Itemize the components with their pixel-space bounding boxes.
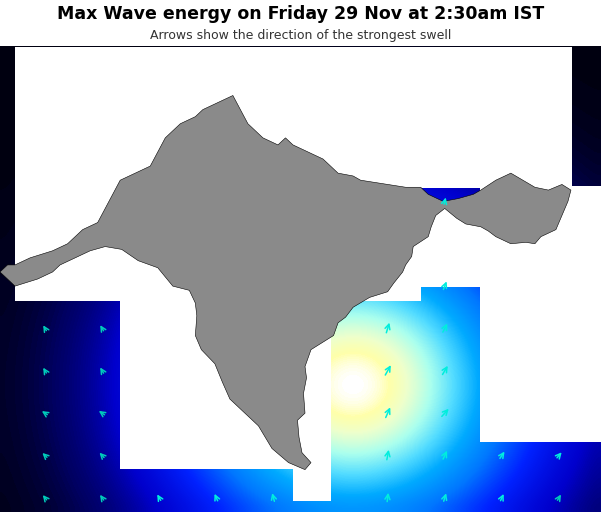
Text: Max Wave energy on Friday 29 Nov at 2:30am IST: Max Wave energy on Friday 29 Nov at 2:30… [57, 5, 544, 23]
Polygon shape [0, 96, 571, 470]
Text: Arrows show the direction of the strongest swell: Arrows show the direction of the stronge… [150, 30, 451, 42]
